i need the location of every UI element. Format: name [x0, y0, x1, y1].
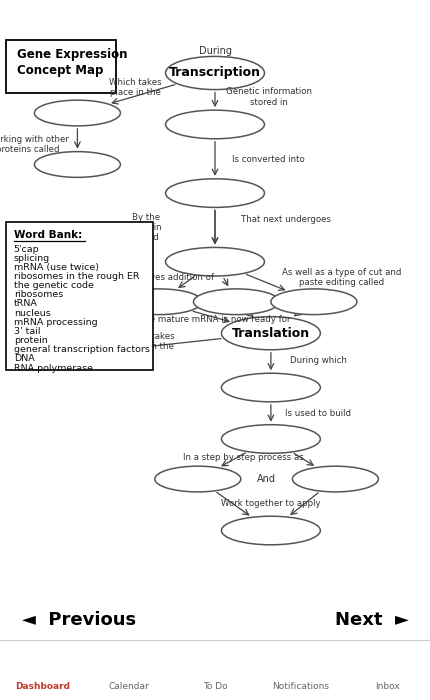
Ellipse shape: [166, 110, 264, 139]
Text: splicing: splicing: [14, 253, 50, 262]
Text: And: And: [257, 474, 276, 484]
Ellipse shape: [194, 289, 280, 314]
Text: Next  ►: Next ►: [335, 611, 408, 629]
Text: By the
protein
called: By the protein called: [131, 213, 162, 242]
Ellipse shape: [166, 178, 264, 207]
Text: Which takes
place in the: Which takes place in the: [109, 78, 162, 97]
Text: Genetic information
stored in: Genetic information stored in: [226, 88, 312, 106]
Text: Which involves addition of: Which involves addition of: [100, 273, 214, 282]
Text: During: During: [199, 46, 231, 56]
FancyBboxPatch shape: [6, 222, 153, 370]
Text: Gene Expression
Concept Map: Gene Expression Concept Map: [17, 48, 128, 78]
Text: Notifications: Notifications: [273, 682, 329, 691]
Ellipse shape: [221, 425, 320, 454]
Ellipse shape: [292, 466, 378, 492]
Ellipse shape: [34, 152, 120, 177]
Text: Work together to apply: Work together to apply: [221, 499, 321, 508]
Ellipse shape: [221, 316, 320, 350]
Text: As well as a type of cut and
paste editing called: As well as a type of cut and paste editi…: [282, 268, 402, 288]
Ellipse shape: [271, 289, 357, 314]
Text: general transcription factors: general transcription factors: [14, 345, 150, 354]
Text: 5'cap: 5'cap: [14, 244, 40, 253]
FancyBboxPatch shape: [6, 40, 116, 93]
Text: nucleus: nucleus: [14, 309, 50, 318]
Text: DNA: DNA: [14, 354, 34, 363]
Text: Inbox: Inbox: [375, 682, 399, 691]
Text: During which: During which: [290, 356, 347, 365]
Text: mRNA (use twice): mRNA (use twice): [14, 263, 99, 272]
Ellipse shape: [155, 466, 241, 492]
Text: Translation: Translation: [232, 327, 310, 340]
Text: ribosomes: ribosomes: [14, 290, 63, 300]
Text: the genetic code: the genetic code: [14, 281, 94, 290]
Ellipse shape: [34, 100, 120, 126]
Ellipse shape: [166, 57, 264, 90]
Text: The mature mRNA is now ready for: The mature mRNA is now ready for: [139, 315, 291, 324]
Text: Calendar: Calendar: [109, 682, 149, 691]
Text: 3' tail: 3' tail: [14, 327, 40, 336]
Text: Dashboard: Dashboard: [15, 682, 71, 691]
Text: tRNA: tRNA: [14, 300, 38, 309]
Ellipse shape: [116, 289, 202, 314]
Text: Working with other
proteins called: Working with other proteins called: [0, 135, 69, 154]
Text: Word Bank:: Word Bank:: [14, 230, 82, 240]
Ellipse shape: [221, 373, 320, 402]
Text: ribosomes in the rough ER: ribosomes in the rough ER: [14, 272, 139, 281]
Ellipse shape: [43, 340, 129, 366]
Text: To Do: To Do: [203, 682, 227, 691]
Text: ◄  Previous: ◄ Previous: [22, 611, 135, 629]
Text: Which takes
place in the: Which takes place in the: [122, 332, 175, 351]
Text: Transcription: Transcription: [169, 66, 261, 80]
Text: mRNA processing: mRNA processing: [14, 318, 97, 327]
Ellipse shape: [166, 247, 264, 276]
Text: RNA polymerase: RNA polymerase: [14, 363, 93, 372]
Text: In a step by step process as: In a step by step process as: [183, 454, 303, 463]
Text: Is converted into: Is converted into: [232, 155, 305, 164]
Ellipse shape: [221, 516, 320, 545]
Text: protein: protein: [14, 336, 47, 345]
Text: That next undergoes: That next undergoes: [241, 216, 331, 225]
Text: Is used to build: Is used to build: [285, 409, 351, 418]
